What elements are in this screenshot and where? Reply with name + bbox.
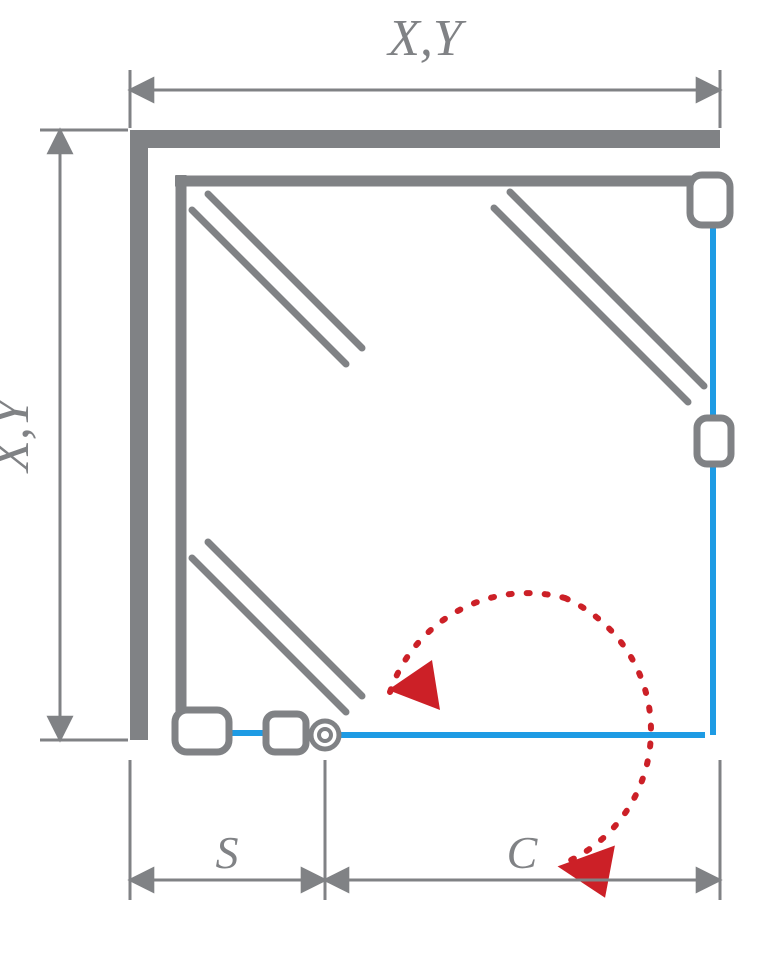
outer-frame xyxy=(130,130,720,740)
bracket-top-right xyxy=(690,175,730,225)
diagram-canvas: X,Y X,Y xyxy=(0,0,780,960)
hardware xyxy=(175,175,731,752)
inner-frame xyxy=(175,175,713,733)
dim-top-label: X,Y xyxy=(386,10,467,67)
brace-bottom-left xyxy=(192,542,362,712)
swing-arrow-lower xyxy=(553,833,619,898)
dim-s-label: S xyxy=(216,827,239,878)
brace-top-right xyxy=(494,192,704,402)
hinge-inner xyxy=(319,729,331,741)
dim-left-label: X,Y xyxy=(0,393,40,474)
dim-c-label: C xyxy=(507,827,539,878)
glass-panels xyxy=(195,195,713,735)
dim-top: X,Y xyxy=(130,10,720,128)
dim-bottom: S C xyxy=(130,760,720,900)
handle-right xyxy=(697,418,731,464)
dim-left: X,Y xyxy=(0,130,128,740)
bracket-bottom-mid xyxy=(266,714,306,752)
bracket-bottom-left xyxy=(175,710,229,752)
swing-arrow-upper xyxy=(388,660,440,710)
brace-top-left xyxy=(192,194,362,364)
